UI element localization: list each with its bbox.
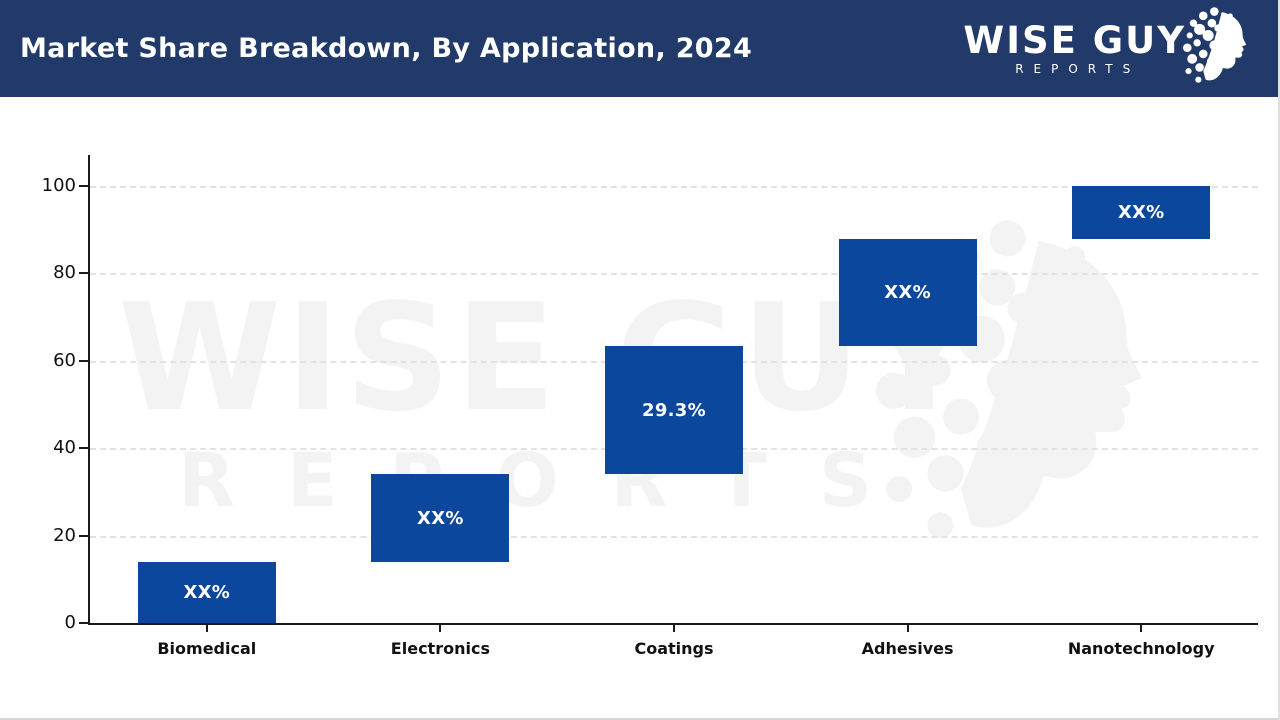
x-axis-category-label: Coatings [634, 639, 714, 658]
y-axis-tick [79, 622, 88, 624]
bar-adhesives: XX% [838, 238, 977, 347]
bar-value-label: XX% [183, 581, 231, 603]
x-axis-category-label: Electronics [390, 639, 490, 658]
y-axis-tick-label: 100 [41, 174, 76, 196]
bar-value-label: XX% [417, 507, 464, 529]
y-axis-tick-label: 40 [53, 437, 76, 459]
x-axis-tick [1140, 625, 1143, 632]
bar-value-label: XX% [1117, 201, 1165, 223]
bar-electronics: XX% [371, 474, 510, 562]
bar-nanotechnology: XX% [1072, 185, 1211, 239]
x-axis-category-label: Adhesives [861, 639, 954, 658]
bar-biomedical: XX% [137, 561, 276, 623]
y-axis-tick-label: 60 [53, 349, 76, 371]
y-axis-tick [79, 534, 88, 537]
y-axis-tick-label: 0 [64, 612, 76, 633]
bar-value-label: XX% [884, 282, 931, 304]
x-axis-category-label: Nanotechnology [1067, 639, 1215, 658]
y-axis-tick-label: 80 [53, 262, 76, 284]
header: Market Share Breakdown, By Application, … [0, 0, 1278, 97]
gridline [90, 185, 1258, 188]
page-title: Market Share Breakdown, By Application, … [20, 33, 753, 64]
x-axis-tick [673, 625, 675, 632]
y-axis-tick [79, 359, 88, 362]
gridline [90, 535, 1258, 538]
logo-text: WISE GUY REPORTS [963, 22, 1186, 75]
logo-wordmark: WISE GUY [963, 19, 1186, 62]
x-axis-category-label: Biomedical [157, 639, 257, 658]
bar-value-label: 29.3% [642, 399, 706, 421]
y-axis-tick [79, 184, 88, 187]
x-axis-tick [205, 625, 208, 632]
gridline [90, 273, 1258, 276]
brand-logo: WISE GUY REPORTS [963, 6, 1264, 92]
plot-area: 0 20 40 60 80 100 XX% Biomedical XX% Electronics 2… [42, 155, 1258, 658]
x-axis-tick [439, 625, 442, 632]
y-axis-tick-label: 20 [53, 524, 76, 546]
x-axis-tick [906, 625, 909, 632]
bar-coatings: 29.3% [605, 346, 743, 475]
logo-subtext: REPORTS [1015, 62, 1141, 76]
logo-head-icon [1172, 6, 1264, 92]
y-axis-tick [79, 272, 88, 275]
y-axis-tick [79, 447, 88, 450]
